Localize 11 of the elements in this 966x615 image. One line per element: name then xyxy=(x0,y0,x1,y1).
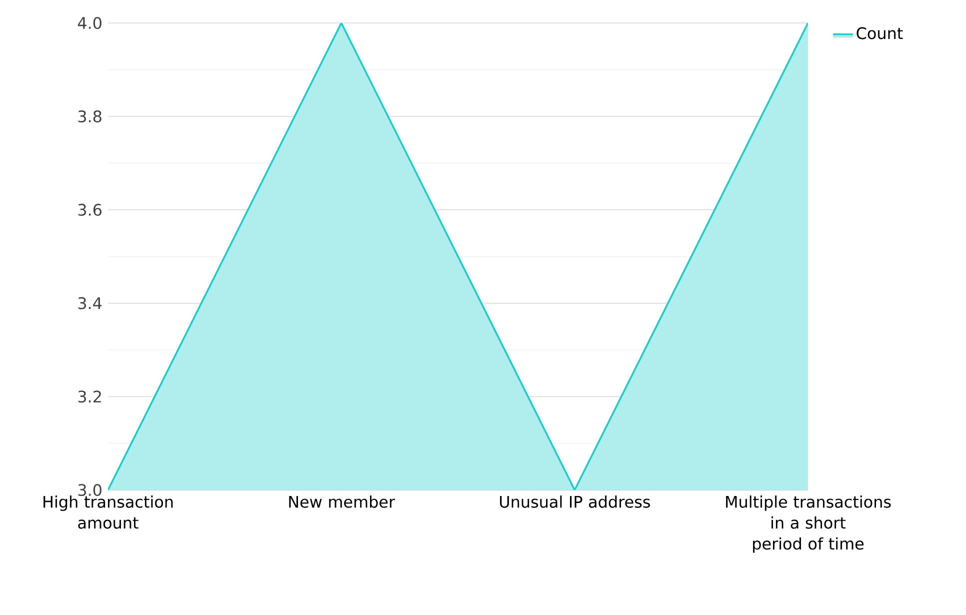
y-tick-label: 3.2 xyxy=(78,390,101,403)
x-tick-label: Multiple transactions in a short period of time xyxy=(726,496,891,553)
y-tick-label: 3.4 xyxy=(78,297,102,310)
y-tick-label: 4.0 xyxy=(78,16,102,30)
x-tick-label: New member xyxy=(289,496,396,508)
legend-label: Count xyxy=(856,27,903,40)
y-tick-label: 3.6 xyxy=(78,204,102,216)
y-tick-label: 3.8 xyxy=(78,110,102,122)
y-tick-label: 3.0 xyxy=(78,484,102,496)
x-tick-label: Unusual IP address xyxy=(500,496,650,508)
x-tick-label: High transaction amount xyxy=(44,496,173,529)
